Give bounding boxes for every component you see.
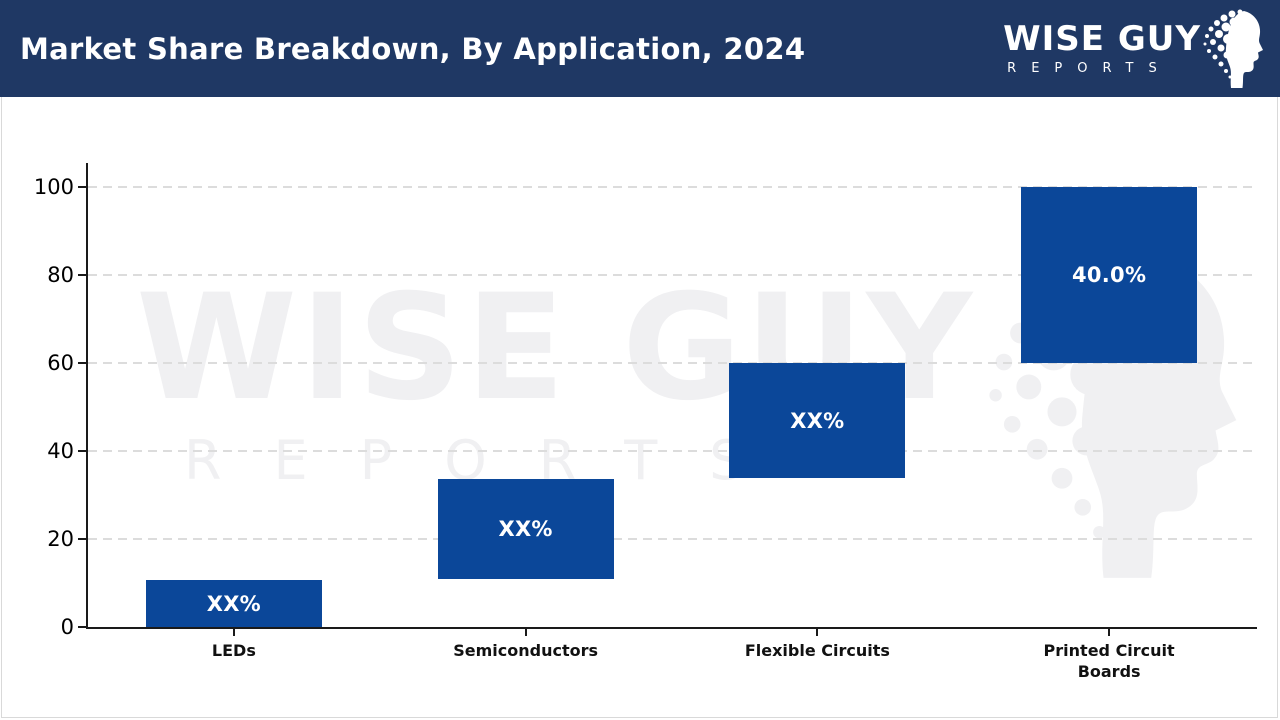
brand-subtitle: REPORTS [1007, 61, 1172, 76]
x-tick-2 [816, 629, 819, 636]
header-bar: Market Share Breakdown, By Application, … [0, 0, 1280, 97]
x-axis-spine [86, 627, 1257, 629]
gridline-20 [88, 538, 1255, 540]
bar-printed-circuit-boards: 40.0% [1021, 187, 1198, 363]
y-axis-spine [86, 163, 88, 629]
y-tick-0 [78, 626, 87, 628]
x-category-label-3: Printed Circuit Boards [1043, 641, 1175, 681]
brand-wordmark: WISE GUY [1003, 19, 1201, 59]
y-tick-20 [78, 538, 87, 540]
brand-face-icon [1203, 9, 1263, 88]
y-tick-label-80: 80 [47, 263, 74, 287]
brand-logo: WISE GUY REPORTS [1003, 8, 1266, 90]
y-tick-label-40: 40 [47, 439, 74, 463]
x-category-label-2: Flexible Circuits [744, 641, 890, 660]
bar-semiconductors: XX% [437, 479, 614, 580]
y-tick-80 [78, 274, 87, 276]
bar-value-label: XX% [206, 591, 262, 616]
bar-value-label: XX% [498, 517, 553, 542]
y-tick-label-20: 20 [47, 527, 74, 551]
y-tick-label-60: 60 [47, 351, 74, 375]
gridline-40 [88, 450, 1255, 452]
y-tick-40 [78, 450, 87, 452]
y-tick-100 [78, 186, 87, 188]
gridline-80 [88, 274, 1255, 276]
y-tick-label-100: 100 [33, 175, 74, 199]
bar-leds: XX% [145, 580, 322, 627]
y-tick-60 [78, 362, 87, 364]
x-tick-1 [524, 629, 527, 636]
gridline-60 [88, 362, 1255, 364]
y-tick-label-0: 0 [60, 615, 74, 639]
bar-value-label: XX% [790, 408, 845, 433]
bar-flexible-circuits: XX% [729, 363, 906, 479]
x-tick-0 [232, 629, 235, 636]
chart-title: Market Share Breakdown, By Application, … [20, 31, 806, 66]
x-category-label-0: LEDs [211, 641, 256, 660]
gridline-100 [88, 186, 1255, 188]
x-tick-3 [1108, 629, 1111, 636]
x-category-label-1: Semiconductors [453, 641, 599, 660]
bar-value-label: 40.0% [1071, 263, 1147, 287]
